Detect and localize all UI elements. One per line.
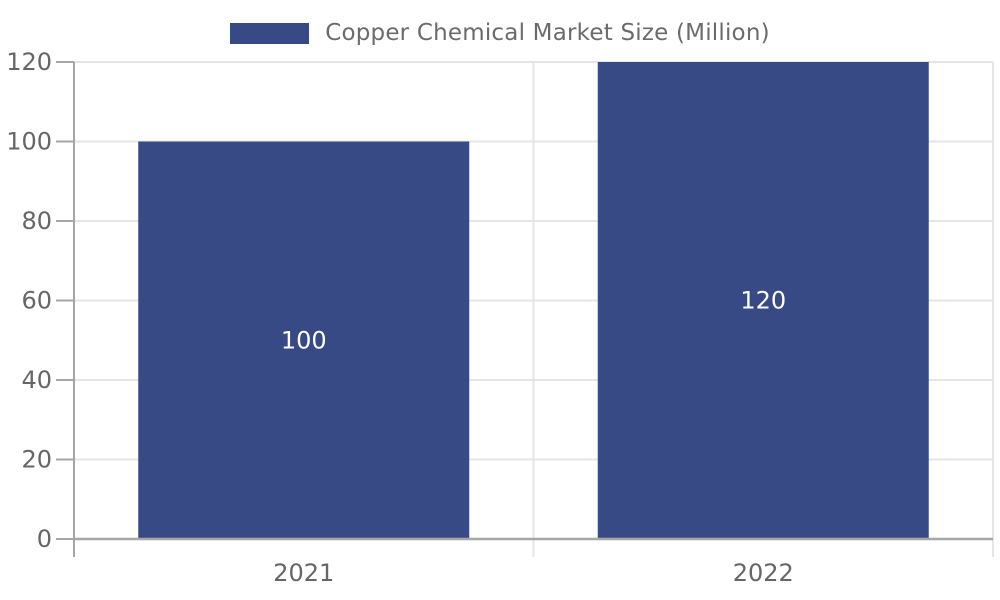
y-tick-label: 100 xyxy=(6,128,52,156)
y-tick-label: 0 xyxy=(37,525,52,553)
x-tick-label: 2022 xyxy=(733,559,794,587)
y-tick-label: 80 xyxy=(21,207,52,235)
bar-value-label: 120 xyxy=(740,287,786,315)
y-tick-label: 120 xyxy=(6,48,52,76)
y-tick-label: 20 xyxy=(21,446,52,474)
y-tick-label: 60 xyxy=(21,287,52,315)
bar xyxy=(597,62,929,539)
x-tick-label: 2021 xyxy=(273,559,334,587)
bar xyxy=(138,141,470,539)
bar-value-label: 100 xyxy=(281,326,327,354)
y-tick-label: 40 xyxy=(21,366,52,394)
